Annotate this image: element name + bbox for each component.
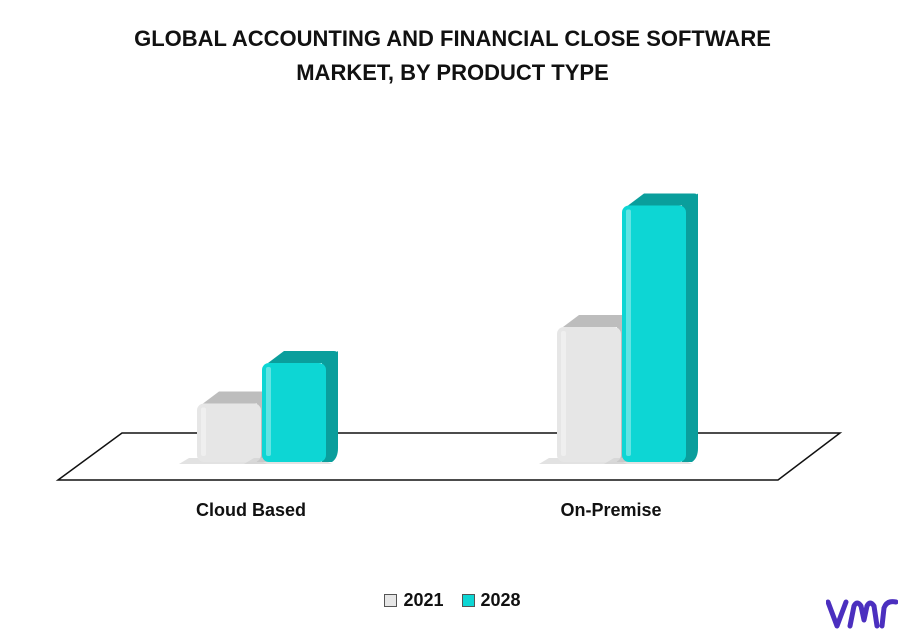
bar-2028-on-premise	[604, 193, 698, 464]
legend-swatch-2028	[461, 594, 475, 607]
bar-highlight	[626, 209, 631, 456]
bar-top	[563, 315, 633, 327]
bar-top	[203, 391, 273, 404]
x-label-cloud-based: Cloud Based	[196, 500, 306, 520]
bar-highlight	[266, 367, 271, 456]
chart-title-line-2: MARKET, BY PRODUCT TYPE	[296, 60, 609, 85]
bar-front	[557, 327, 621, 462]
legend-label-2021: 2021	[403, 590, 444, 610]
legend-item-2021: 2021	[384, 590, 444, 611]
bar-highlight	[201, 407, 206, 456]
legend: 2021 2028	[0, 590, 905, 611]
legend-swatch-2021	[384, 594, 398, 607]
chart-title-line-1: GLOBAL ACCOUNTING AND FINANCIAL CLOSE SO…	[134, 26, 771, 51]
legend-item-2028: 2028	[461, 590, 521, 611]
legend-label-2028: 2028	[480, 590, 521, 610]
bar-top	[628, 193, 698, 206]
bar-2028-cloud-based	[244, 351, 338, 464]
x-axis-labels: Cloud Based On-Premise	[196, 500, 662, 520]
bar-highlight	[561, 331, 566, 456]
bar-front	[622, 205, 686, 462]
bar-front	[262, 363, 326, 462]
bar-front	[197, 403, 261, 462]
bars-layer	[179, 193, 698, 464]
chart-floor	[55, 432, 843, 481]
bar-top	[268, 351, 338, 363]
x-label-on-premise: On-Premise	[560, 500, 661, 520]
vmr-logo-icon	[826, 599, 898, 629]
chart-title: GLOBAL ACCOUNTING AND FINANCIAL CLOSE SO…	[0, 22, 905, 90]
